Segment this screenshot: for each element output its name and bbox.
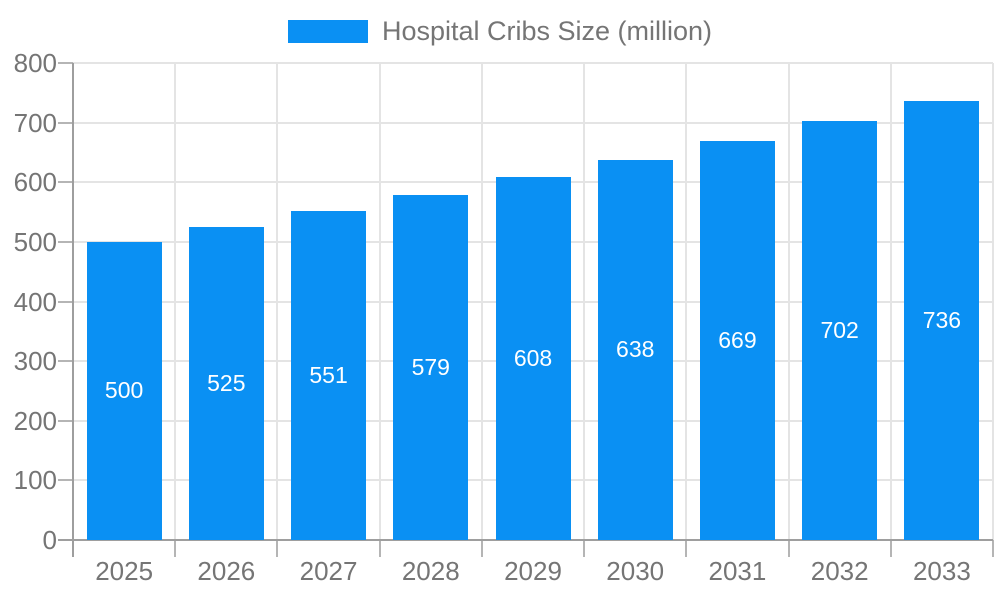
x-axis-label: 2032 <box>810 556 869 586</box>
legend-label: Hospital Cribs Size (million) <box>381 16 713 46</box>
bar-2030: 638 <box>597 159 673 540</box>
bar-2026: 525 <box>188 226 264 540</box>
bar-2031: 669 <box>699 141 775 540</box>
gridline-vertical <box>174 63 177 540</box>
x-axis-label: 2031 <box>708 556 767 586</box>
bar-value-label: 736 <box>922 307 962 334</box>
y-axis-label: 100 <box>13 465 57 496</box>
y-axis-tick <box>58 300 73 303</box>
y-axis-tick <box>58 181 73 184</box>
x-axis-tick <box>174 540 177 557</box>
bar-value-label: 702 <box>820 317 859 344</box>
y-axis-tick <box>58 62 73 64</box>
bar-2032: 702 <box>802 121 878 540</box>
y-axis-label: 200 <box>13 405 57 436</box>
x-axis-tick <box>480 540 483 557</box>
x-axis-tick <box>378 540 381 557</box>
gridline-vertical <box>685 63 688 540</box>
x-axis-label: 2033 <box>912 556 971 586</box>
y-axis-label: 400 <box>13 286 57 317</box>
y-axis-tick <box>58 240 73 243</box>
y-axis-tick <box>58 360 73 363</box>
gridline-vertical <box>992 63 994 540</box>
gridline-horizontal <box>73 62 993 64</box>
y-axis-label: 700 <box>13 107 57 138</box>
y-axis-label: 600 <box>13 167 57 198</box>
x-axis-label: 2030 <box>606 556 665 586</box>
x-axis-tick <box>889 540 892 557</box>
bar-value-label: 669 <box>718 327 757 354</box>
x-axis-line <box>58 539 993 541</box>
y-axis-tick <box>58 419 73 422</box>
bar-value-label: 500 <box>104 377 144 404</box>
bar-2025: 500 <box>86 241 162 540</box>
gridline-vertical <box>480 63 483 540</box>
gridline-horizontal <box>73 121 993 124</box>
gridline-vertical <box>787 63 790 540</box>
bar-value-label: 579 <box>411 353 450 380</box>
gridline-vertical <box>276 63 279 540</box>
x-axis-tick <box>276 540 279 557</box>
x-axis-tick <box>992 540 994 557</box>
bar-2028: 579 <box>393 194 469 540</box>
y-axis-tick <box>58 121 73 124</box>
x-axis-label: 2029 <box>504 556 562 586</box>
bar-value-label: 525 <box>207 369 246 396</box>
legend: Hospital Cribs Size (million) <box>0 17 1000 45</box>
gridline-vertical <box>889 63 892 540</box>
y-axis-label: 500 <box>13 226 57 257</box>
bar-2029: 608 <box>495 177 571 540</box>
x-axis-tick <box>583 540 586 557</box>
bar-value-label: 608 <box>513 345 553 372</box>
x-axis-tick <box>787 540 790 557</box>
y-axis-tick <box>58 479 73 482</box>
y-axis-label: 300 <box>13 346 57 377</box>
gridline-vertical <box>583 63 586 540</box>
bar-value-label: 638 <box>616 336 655 363</box>
x-axis-label: 2027 <box>299 556 358 586</box>
legend-swatch <box>287 19 368 43</box>
bar-value-label: 551 <box>309 362 348 389</box>
bar-2027: 551 <box>291 211 367 540</box>
y-axis-label: 0 <box>42 525 57 555</box>
x-axis-label: 2025 <box>95 556 154 586</box>
x-axis-tick <box>685 540 688 557</box>
bar-2033: 736 <box>904 101 980 540</box>
x-axis-label: 2028 <box>401 556 460 586</box>
x-axis-label: 2026 <box>197 556 256 586</box>
gridline-vertical <box>378 63 381 540</box>
y-axis-line <box>72 63 74 557</box>
y-axis-label: 800 <box>13 48 57 78</box>
